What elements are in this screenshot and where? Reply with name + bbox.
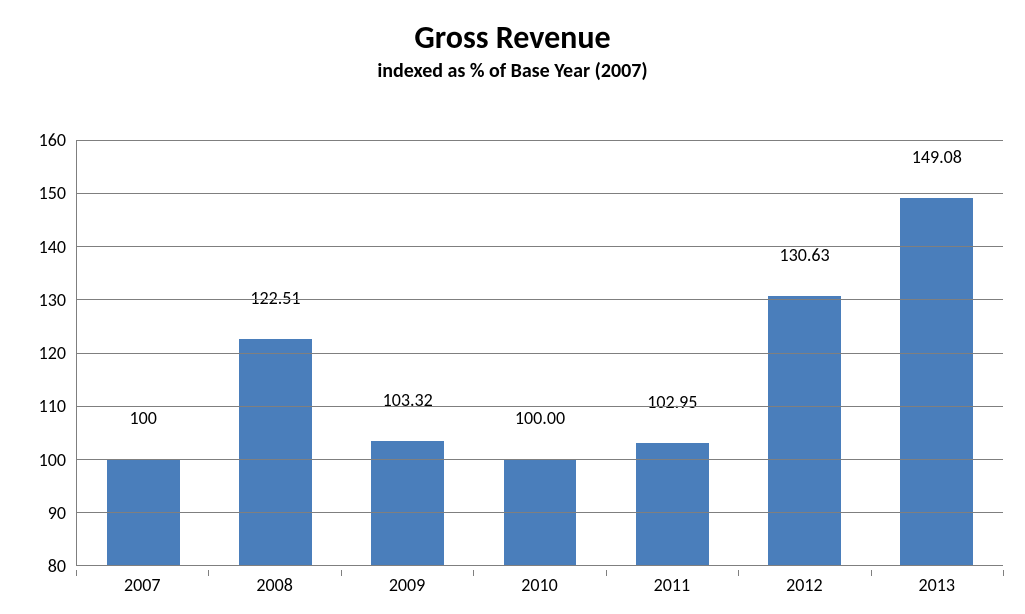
y-tick-label: 80 (48, 555, 66, 577)
y-tick-label: 120 (39, 342, 66, 364)
data-label: 100 (129, 407, 156, 429)
bar (768, 296, 841, 565)
y-tick-label: 90 (48, 502, 66, 524)
data-label: 102.95 (647, 391, 697, 413)
bar (239, 339, 312, 565)
x-tick (606, 570, 607, 576)
y-tick-label: 100 (39, 449, 66, 471)
bar (900, 198, 973, 565)
gridline (77, 406, 1003, 407)
data-label: 122.51 (250, 287, 300, 309)
x-tick (341, 570, 342, 576)
gridline (77, 512, 1003, 513)
x-tick (1003, 570, 1004, 576)
x-tick-label: 2011 (654, 574, 691, 596)
y-tick-label: 140 (39, 236, 66, 258)
plot-outer: 8090100110120130140150160 100122.51103.3… (18, 140, 1007, 566)
y-tick-label: 160 (39, 129, 66, 151)
x-tick (76, 570, 77, 576)
x-tick (473, 570, 474, 576)
chart-container: Gross Revenue indexed as % of Base Year … (0, 0, 1025, 614)
titles: Gross Revenue indexed as % of Base Year … (0, 0, 1025, 83)
x-tick-label: 2012 (786, 574, 823, 596)
gridline (77, 299, 1003, 300)
data-label: 149.08 (912, 146, 962, 168)
x-tick-label: 2010 (521, 574, 558, 596)
data-label: 103.32 (383, 389, 433, 411)
data-label: 100.00 (515, 407, 565, 429)
gridline (77, 140, 1003, 141)
x-axis: 2007 2008 2009 2010 2011 2012 2013 (76, 566, 1003, 602)
gridline (77, 353, 1003, 354)
gridline (77, 193, 1003, 194)
y-axis: 8090100110120130140150160 (18, 140, 72, 566)
gridline (77, 459, 1003, 460)
x-tick (208, 570, 209, 576)
x-tick-label: 2013 (919, 574, 956, 596)
y-tick-label: 130 (39, 289, 66, 311)
y-tick-label: 150 (39, 182, 66, 204)
bar (636, 443, 709, 565)
data-label: 130.63 (779, 244, 829, 266)
x-tick (738, 570, 739, 576)
plot-area: 100 122.51 103.32 100.00 102.95 130.63 149.08 (76, 140, 1003, 566)
gridline (77, 246, 1003, 247)
y-tick-label: 110 (39, 395, 66, 417)
x-tick (871, 570, 872, 576)
x-tick-label: 2008 (256, 574, 293, 596)
x-tick-label: 2007 (124, 574, 161, 596)
chart-title: Gross Revenue (0, 20, 1025, 55)
chart-subtitle: indexed as % of Base Year (2007) (0, 59, 1025, 83)
x-tick-label: 2009 (389, 574, 426, 596)
